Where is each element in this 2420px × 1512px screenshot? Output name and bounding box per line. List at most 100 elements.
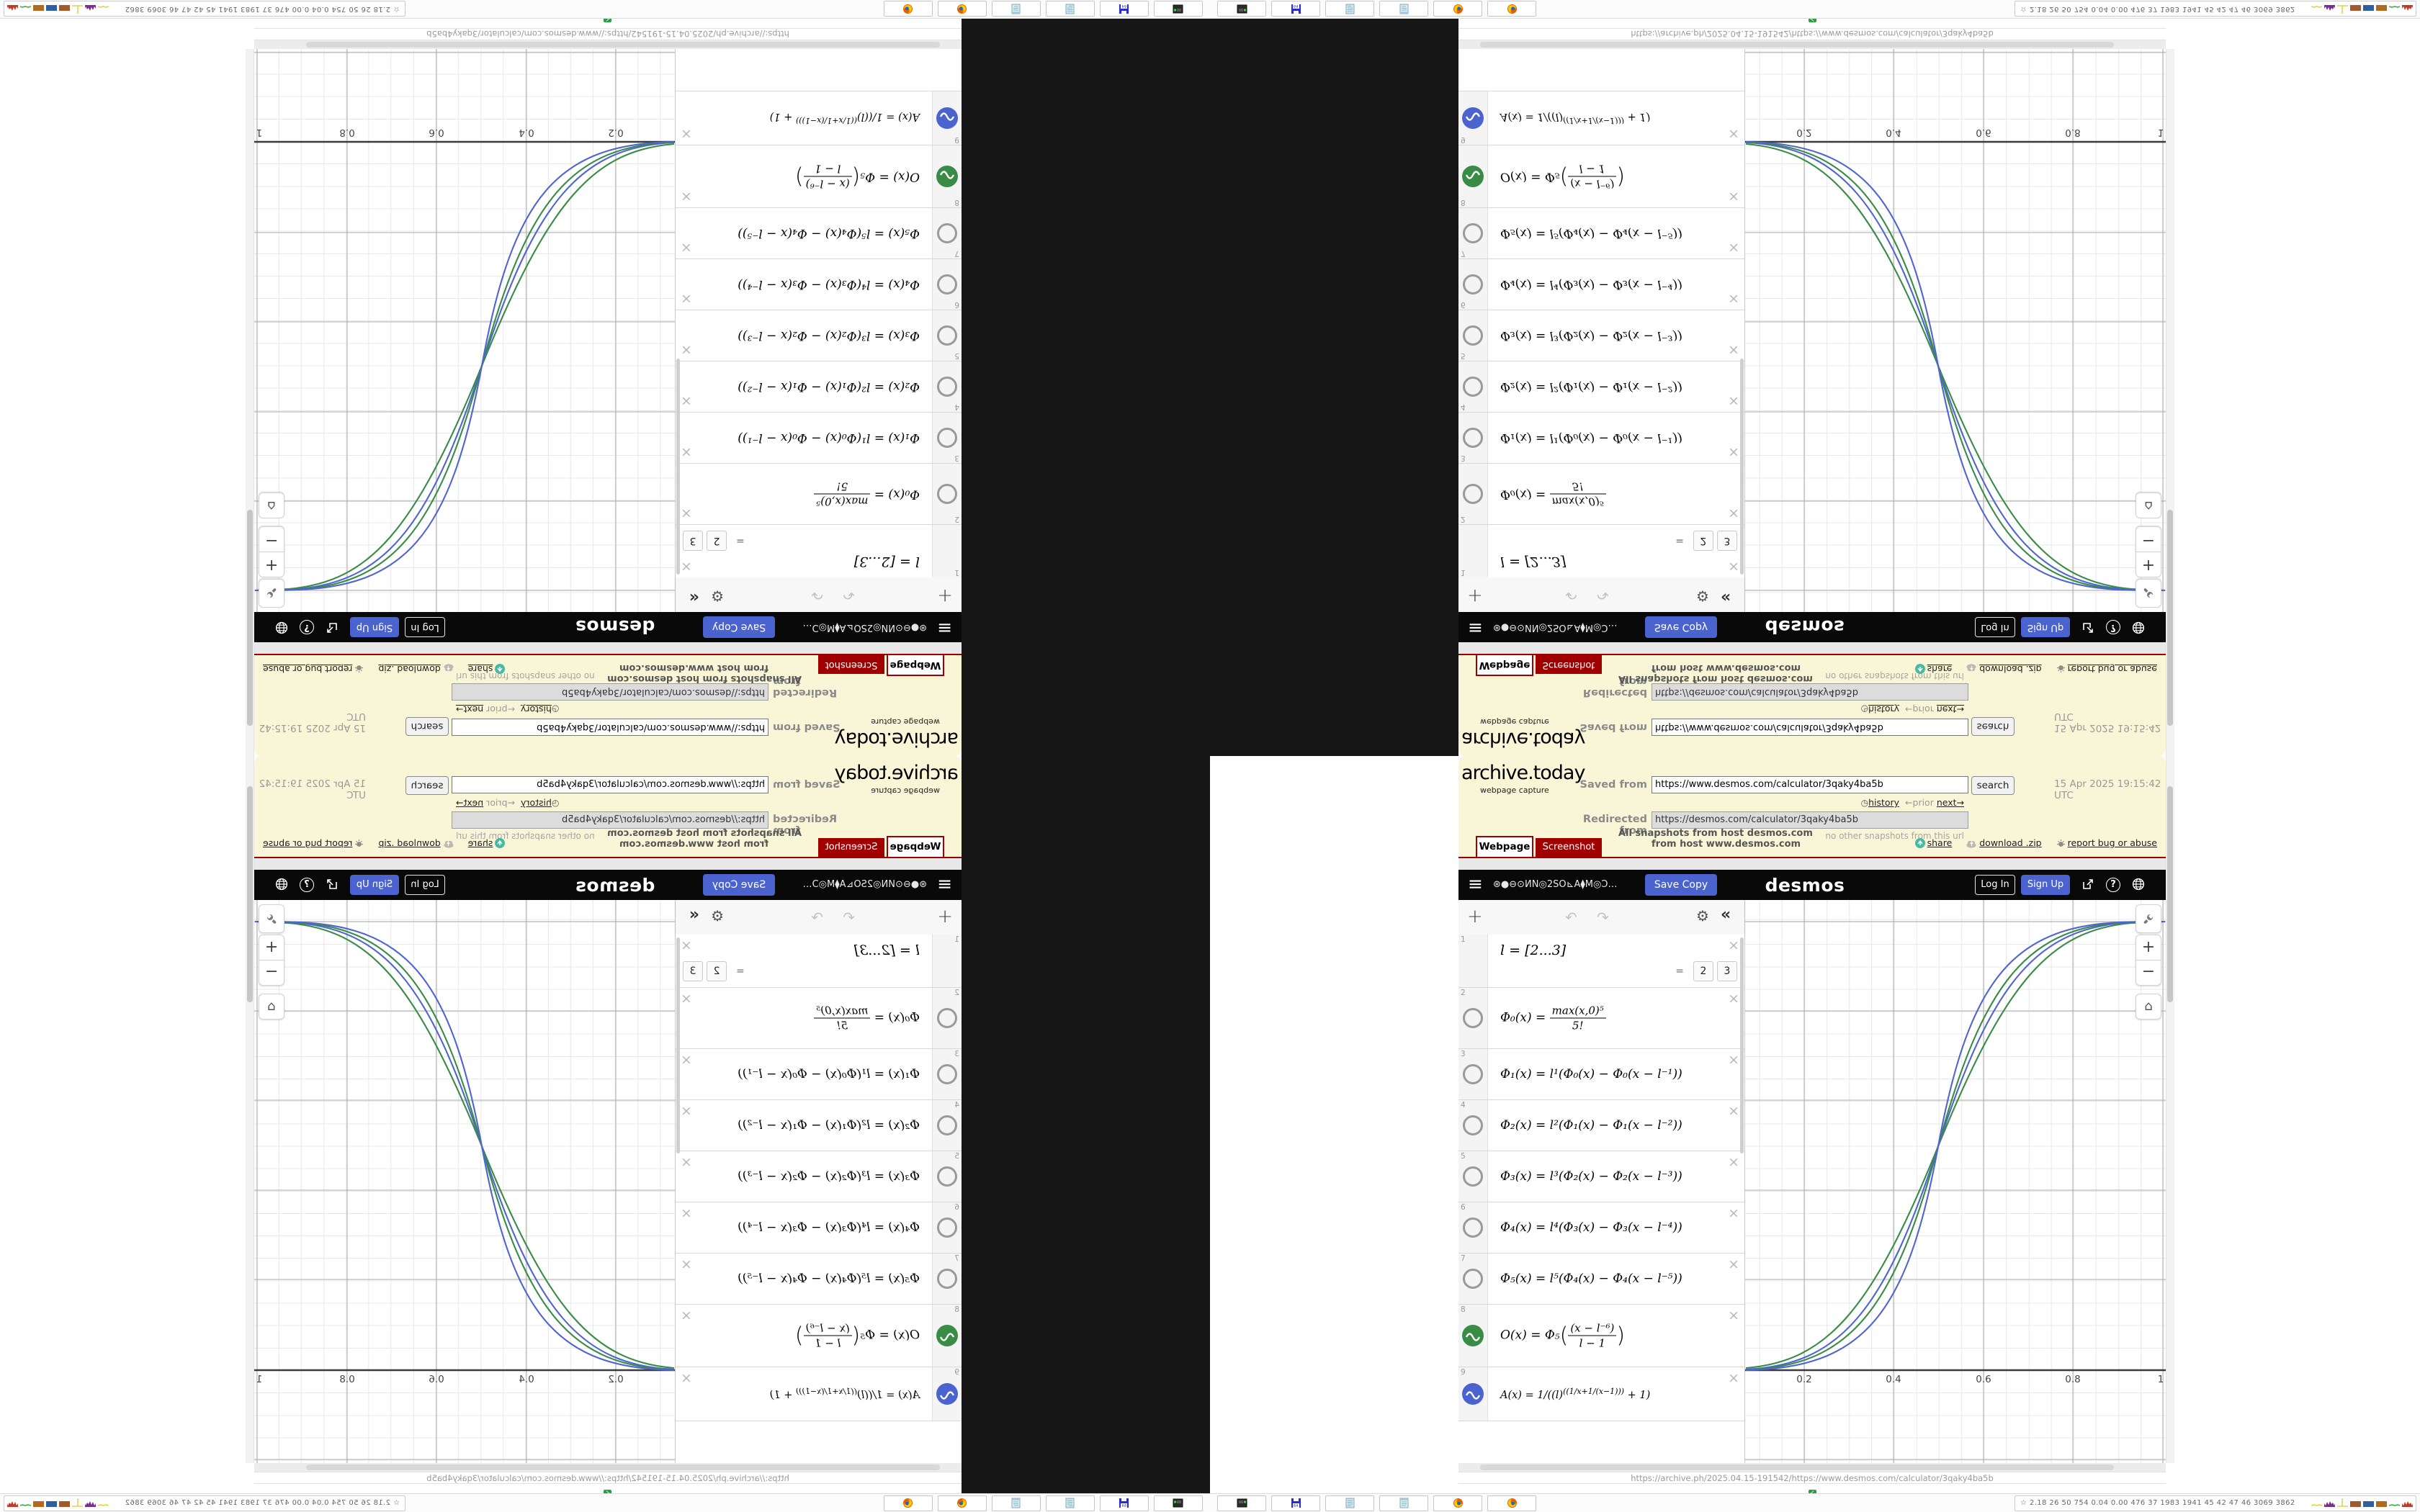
delete-row-icon[interactable]: × — [1728, 393, 1739, 409]
expression-row-1[interactable]: 1 l = [2...3] =23 × — [676, 524, 962, 577]
help-icon[interactable]: ? — [300, 878, 314, 892]
undo-icon[interactable]: ↶ — [843, 586, 855, 603]
expression-panel-scrollbar[interactable] — [676, 937, 680, 1153]
expression-row-3[interactable]: 3 Φ₁(x) = l¹(Φ₀(x) − Φ₀(x − l⁻¹)) × — [676, 1049, 962, 1100]
share-link[interactable]: share — [468, 664, 506, 675]
expression-row-3[interactable]: 3 Φ₁(x) = l¹(Φ₀(x) − Φ₀(x − l⁻¹)) × — [1458, 412, 1744, 463]
hidden-plot-circle-icon[interactable] — [1463, 325, 1483, 346]
graph-title[interactable]: ⊛●⊖⊙ИN◎2SO⊾Α⧫M◎Ɔ… — [802, 622, 927, 633]
taskbar-button-firefox2-app[interactable] — [884, 1, 933, 17]
expression-latex[interactable]: Φ₀(x) = max(x,0)⁵ 5! — [814, 480, 920, 508]
tab-screenshot[interactable]: Screenshot — [1536, 838, 1602, 857]
taskbar-button-notepad-app[interactable] — [1325, 1495, 1374, 1511]
hidden-plot-circle-icon[interactable] — [937, 274, 957, 294]
green-badge-icon[interactable]: ✓ — [604, 19, 612, 22]
expression-row-2[interactable]: 2 Φ₀(x) = max(x,0)⁵ 5! × — [676, 988, 962, 1049]
expression-row-4[interactable]: 4 Φ₂(x) = l²(Φ₁(x) − Φ₁(x − l⁻²)) × — [676, 1100, 962, 1151]
page-vertical-scrollbar[interactable] — [246, 756, 254, 1463]
all-snapshots-links[interactable]: All snapshots from host desmos.com from h… — [607, 828, 802, 850]
sign-up-button[interactable]: Sign Up — [2021, 617, 2070, 637]
export-icon[interactable] — [325, 620, 339, 634]
expression-row-8[interactable]: 8 O(x) = Φ₅((x − l⁻⁶) l − 1) × — [676, 145, 962, 207]
delete-row-icon[interactable]: × — [681, 189, 692, 204]
zoom-home-button[interactable]: ⌂ — [2136, 994, 2161, 1020]
taskbar-button-notepad2-app[interactable] — [992, 1495, 1041, 1511]
log-in-button[interactable]: Log In — [1975, 875, 2015, 895]
taskbar-button-notepad2-app[interactable] — [1379, 1495, 1428, 1511]
graph-paper[interactable]: 0.2 0.4 0.6 0.8 1 + − ⌂ — [1745, 49, 2166, 612]
taskbar-button-firefox2-app[interactable] — [884, 1495, 933, 1511]
wave-blue-plot-icon[interactable] — [936, 107, 958, 129]
taskbar-button-floppy64-app[interactable]: 64 — [1100, 1, 1149, 17]
taskbar-button-kvm-app[interactable] — [1217, 1, 1266, 17]
expression-latex[interactable]: O(x) = Φ₅((x − l⁻⁶) l − 1) — [1500, 1321, 1626, 1350]
delete-row-icon[interactable]: × — [681, 1205, 692, 1221]
globe-icon[interactable] — [2131, 878, 2146, 892]
delete-row-icon[interactable]: × — [1728, 505, 1739, 521]
redo-icon[interactable]: ↷ — [1597, 586, 1609, 603]
green-badge-icon[interactable]: ✓ — [1808, 1490, 1816, 1493]
history-link[interactable]: history — [520, 704, 552, 715]
delete-row-icon[interactable]: × — [1728, 126, 1739, 142]
graph-paper[interactable]: 0.2 0.4 0.6 0.8 1 + − ⌂ — [254, 900, 675, 1463]
report-bug-link[interactable]: report bug or abuse — [263, 664, 364, 675]
taskbar-button-kvm-app[interactable] — [1217, 1495, 1266, 1511]
export-icon[interactable] — [2081, 620, 2095, 634]
horizontal-scrollbar[interactable] — [254, 40, 962, 49]
add-expression-button[interactable]: + — [1467, 906, 1483, 927]
globe-icon[interactable] — [274, 620, 289, 634]
hidden-plot-circle-icon[interactable] — [937, 377, 957, 397]
expression-latex[interactable]: O(x) = Φ₅((x − l⁻⁶) l − 1) — [794, 1321, 920, 1350]
delete-row-icon[interactable]: × — [681, 126, 692, 142]
zoom-out-button[interactable]: − — [2136, 526, 2161, 552]
share-link[interactable]: share — [1914, 837, 1952, 848]
expression-latex[interactable]: Φ₄(x) = l⁴(Φ₃(x) − Φ₃(x − l⁻⁴)) — [738, 1220, 920, 1235]
expression-latex[interactable]: Φ₀(x) = max(x,0)⁵ 5! — [1500, 1004, 1606, 1032]
menu-hamburger-icon[interactable]: ≡ — [1468, 618, 1483, 639]
delete-row-icon[interactable]: × — [1728, 189, 1739, 204]
delete-row-icon[interactable]: × — [1728, 1308, 1739, 1323]
taskbar-button-notepad2-app[interactable] — [992, 1, 1041, 17]
hidden-plot-circle-icon[interactable] — [937, 1115, 957, 1135]
expression-row-6[interactable]: 6 Φ₄(x) = l⁴(Φ₃(x) − Φ₃(x − l⁻⁴)) × — [1458, 258, 1744, 310]
graph-paper[interactable]: 0.2 0.4 0.6 0.8 1 + − ⌂ — [1745, 900, 2166, 1463]
taskbar-button-firefox-app[interactable] — [938, 1495, 987, 1511]
add-expression-button[interactable]: + — [1467, 585, 1483, 606]
delete-row-icon[interactable]: × — [681, 240, 692, 256]
hidden-plot-circle-icon[interactable] — [1463, 1115, 1483, 1135]
expression-latex[interactable]: Φ₂(x) = l²(Φ₁(x) − Φ₁(x − l⁻²)) — [1500, 1118, 1682, 1133]
expression-latex[interactable]: A(x) = 1/((l)((1/x+1/(x−1))) + 1) — [1500, 1387, 1651, 1401]
desmos-logo[interactable]: desmos — [1765, 616, 1845, 637]
zoom-out-button[interactable]: − — [2136, 960, 2161, 986]
delete-row-icon[interactable]: × — [1728, 991, 1739, 1007]
expression-latex[interactable]: Φ₄(x) = l⁴(Φ₃(x) − Φ₃(x − l⁻⁴)) — [738, 277, 920, 292]
expression-latex[interactable]: Φ₁(x) = l¹(Φ₀(x) − Φ₀(x − l⁻¹)) — [738, 1067, 920, 1081]
hidden-plot-circle-icon[interactable] — [937, 1008, 957, 1028]
save-copy-button[interactable]: Save Copy — [703, 874, 775, 896]
expression-latex[interactable]: Φ₅(x) = l⁵(Φ₄(x) − Φ₄(x − l⁻⁵)) — [1500, 1272, 1682, 1286]
collapse-panel-icon[interactable]: « — [689, 906, 699, 924]
delete-row-icon[interactable]: × — [1728, 240, 1739, 256]
next-link[interactable]: next→ — [1936, 797, 1964, 808]
zoom-home-button[interactable]: ⌂ — [2136, 492, 2161, 518]
delete-row-icon[interactable]: × — [681, 393, 692, 409]
delete-row-icon[interactable]: × — [1728, 444, 1739, 460]
log-in-button[interactable]: Log In — [1975, 617, 2015, 637]
expression-row-2[interactable]: 2 Φ₀(x) = max(x,0)⁵ 5! × — [676, 463, 962, 524]
expression-row-3[interactable]: 3 Φ₁(x) = l¹(Φ₀(x) − Φ₀(x − l⁻¹)) × — [1458, 1049, 1744, 1100]
redo-icon[interactable]: ↷ — [1597, 909, 1609, 926]
expression-latex[interactable]: Φ₂(x) = l²(Φ₁(x) − Φ₁(x − l⁻²)) — [738, 1118, 920, 1133]
delete-row-icon[interactable]: × — [681, 505, 692, 521]
zoom-home-button[interactable]: ⌂ — [259, 994, 284, 1020]
expression-latex[interactable]: A(x) = 1/((l)((1/x+1/(x−1))) + 1) — [769, 1387, 920, 1401]
collapse-panel-icon[interactable]: « — [689, 588, 699, 606]
prior-link[interactable]: ←prior — [486, 797, 515, 808]
taskbar-button-notepad-app[interactable] — [1046, 1, 1095, 17]
delete-row-icon[interactable]: × — [1728, 559, 1739, 575]
graph-settings-wrench-icon[interactable] — [259, 904, 284, 933]
expression-latex[interactable]: Φ₀(x) = max(x,0)⁵ 5! — [814, 1004, 920, 1032]
expression-latex[interactable]: Φ₅(x) = l⁵(Φ₄(x) − Φ₄(x − l⁻⁵)) — [738, 226, 920, 240]
delete-row-icon[interactable]: × — [681, 1308, 692, 1323]
zoom-out-button[interactable]: − — [259, 960, 284, 986]
delete-row-icon[interactable]: × — [681, 1052, 692, 1068]
